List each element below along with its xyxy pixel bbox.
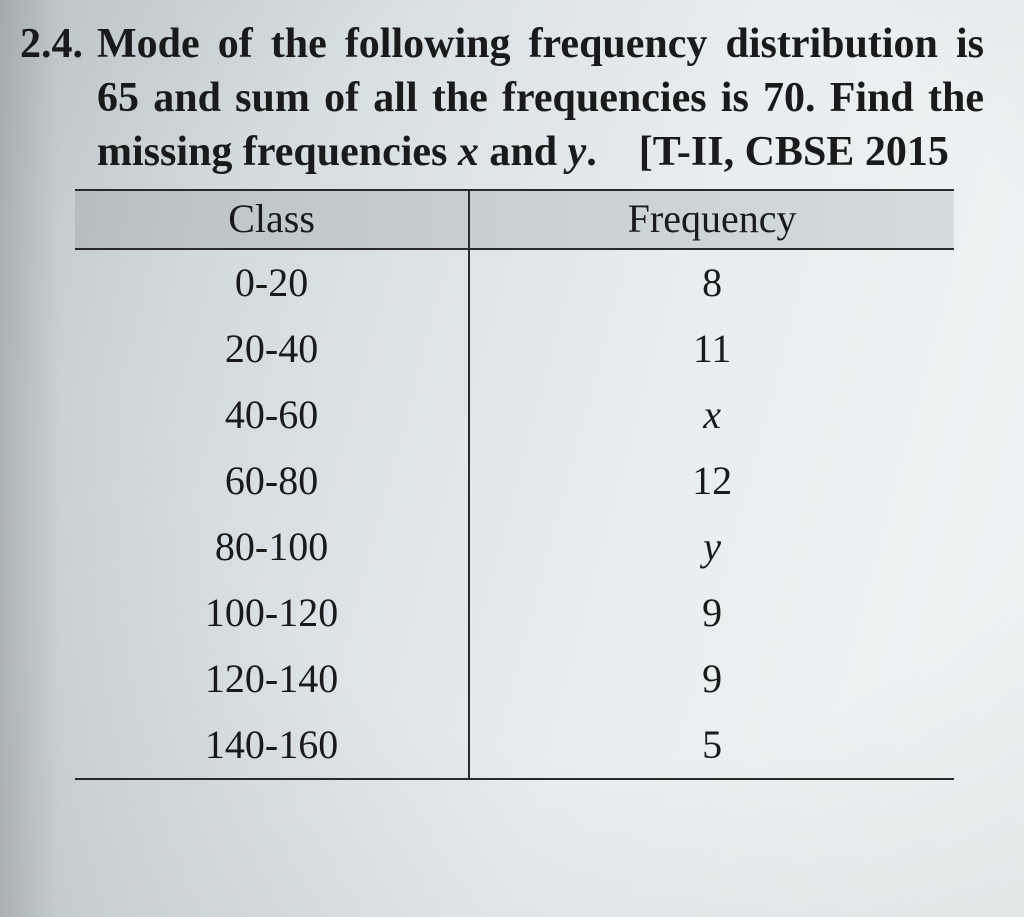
frequency-table-container: Class Frequency 0-20820-401140-60x60-801…: [75, 189, 954, 780]
variable-y: y: [568, 129, 587, 175]
question-text: Mode of the following frequency distribu…: [97, 18, 984, 179]
cell-frequency: y: [469, 514, 954, 580]
header-frequency: Frequency: [469, 190, 954, 249]
question-number: 2.4.: [20, 18, 83, 71]
cell-class: 100-120: [75, 580, 469, 646]
cell-class: 0-20: [75, 249, 469, 316]
variable-x: x: [458, 129, 479, 175]
page-content: 2.4. Mode of the following frequency dis…: [0, 0, 1024, 800]
table-row: 0-208: [75, 249, 954, 316]
cell-class: 40-60: [75, 382, 469, 448]
cell-frequency: x: [469, 382, 954, 448]
cell-frequency: 9: [469, 580, 954, 646]
cell-class: 20-40: [75, 316, 469, 382]
cell-frequency: 12: [469, 448, 954, 514]
frequency-table: Class Frequency 0-20820-401140-60x60-801…: [75, 189, 954, 780]
table-row: 120-1409: [75, 646, 954, 712]
cell-class: 80-100: [75, 514, 469, 580]
cell-frequency: 9: [469, 646, 954, 712]
cell-frequency: 8: [469, 249, 954, 316]
cell-class: 120-140: [75, 646, 469, 712]
header-class: Class: [75, 190, 469, 249]
table-header-row: Class Frequency: [75, 190, 954, 249]
table-body: 0-20820-401140-60x60-801280-100y100-1209…: [75, 249, 954, 779]
table-row: 80-100y: [75, 514, 954, 580]
question-block: 2.4. Mode of the following frequency dis…: [20, 18, 984, 179]
question-text-period: .: [586, 129, 597, 175]
table-row: 40-60x: [75, 382, 954, 448]
cell-frequency: 11: [469, 316, 954, 382]
question-source: [T-II, CBSE 2015: [639, 129, 949, 175]
cell-frequency: 5: [469, 712, 954, 779]
table-row: 140-1605: [75, 712, 954, 779]
table-row: 100-1209: [75, 580, 954, 646]
table-row: 20-4011: [75, 316, 954, 382]
cell-class: 60-80: [75, 448, 469, 514]
question-text-and: and: [479, 129, 568, 175]
cell-class: 140-160: [75, 712, 469, 779]
table-row: 60-8012: [75, 448, 954, 514]
